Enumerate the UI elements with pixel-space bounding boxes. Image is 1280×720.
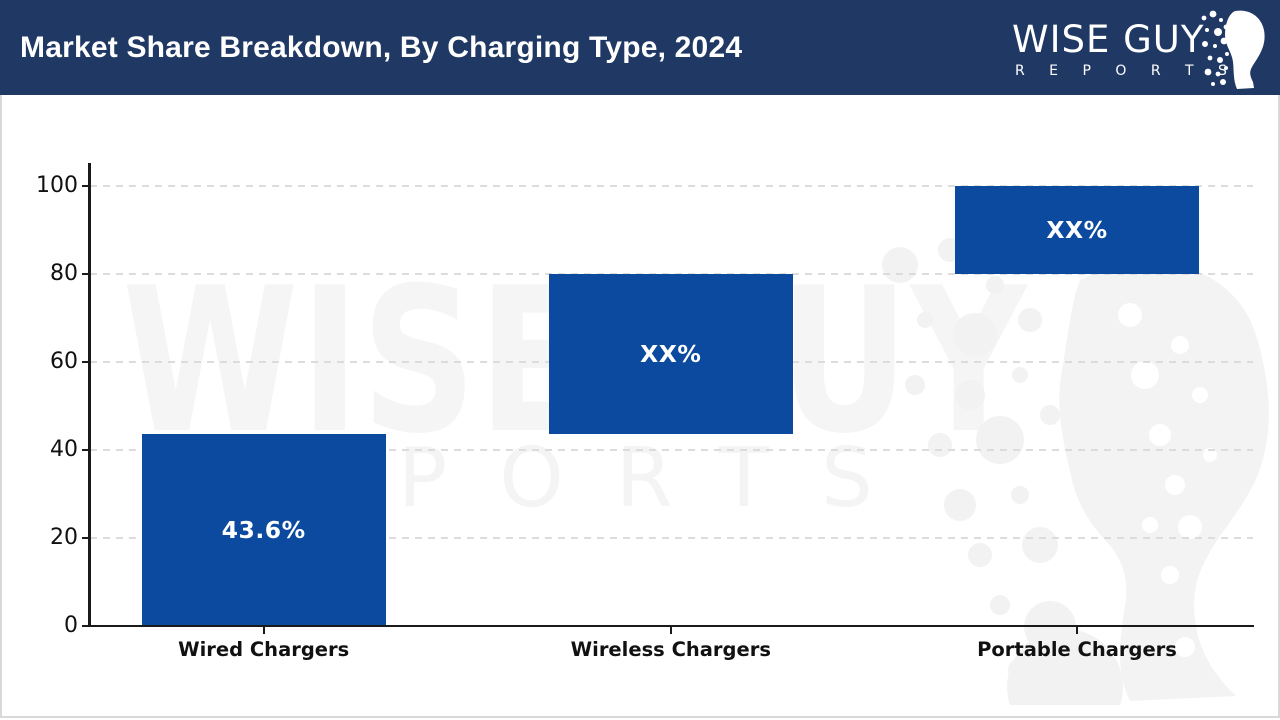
bar-portable-chargers: XX% <box>955 186 1199 274</box>
logo-wordmark: WISE GUY <box>1012 18 1205 61</box>
bar-value-label: 43.6% <box>221 515 306 544</box>
figure-border-right <box>1278 95 1280 718</box>
bar-wireless-chargers: XX% <box>548 273 793 434</box>
y-axis-line <box>88 163 91 627</box>
y-tick-20 <box>82 536 89 539</box>
figure-border-left <box>0 95 2 718</box>
brand-logo: WISE GUY R E P O R T S <box>1012 6 1272 90</box>
logo-head-icon <box>1201 10 1265 89</box>
category-label-wired-chargers: Wired Chargers <box>178 638 350 661</box>
logo-subtitle: R E P O R T S <box>1015 63 1237 79</box>
y-tick-100 <box>82 185 89 187</box>
category-label-portable-chargers: Portable Chargers <box>977 638 1177 661</box>
gridline-100 <box>90 185 1253 187</box>
y-tick-label-60: 60 <box>50 348 78 374</box>
gridline-40 <box>90 448 1253 451</box>
y-tick-60 <box>82 360 89 363</box>
y-tick-40 <box>82 448 89 451</box>
y-tick-label-80: 80 <box>50 260 78 286</box>
x-tick-wired-chargers <box>262 627 265 634</box>
y-tick-label-100: 100 <box>36 173 78 198</box>
x-axis-line <box>88 624 1255 627</box>
y-tick-label-40: 40 <box>50 436 78 462</box>
y-tick-label-0: 0 <box>64 612 78 638</box>
y-tick-80 <box>82 272 89 275</box>
y-tick-0 <box>82 624 89 627</box>
gridline-20 <box>90 536 1253 539</box>
header-band: Market Share Breakdown, By Charging Type… <box>0 0 1280 95</box>
bar-wired-chargers: 43.6% <box>141 433 386 626</box>
page-title: Market Share Breakdown, By Charging Type… <box>20 30 743 64</box>
x-tick-portable-chargers <box>1076 627 1078 634</box>
y-tick-label-20: 20 <box>50 524 78 550</box>
watermark-head-icon <box>882 238 1269 705</box>
category-label-wireless-chargers: Wireless Chargers <box>570 638 771 661</box>
x-tick-wireless-chargers <box>669 627 672 634</box>
bar-value-label: XX% <box>640 339 702 368</box>
bar-value-label: XX% <box>1046 215 1108 244</box>
figure-border-bottom <box>0 716 1280 718</box>
